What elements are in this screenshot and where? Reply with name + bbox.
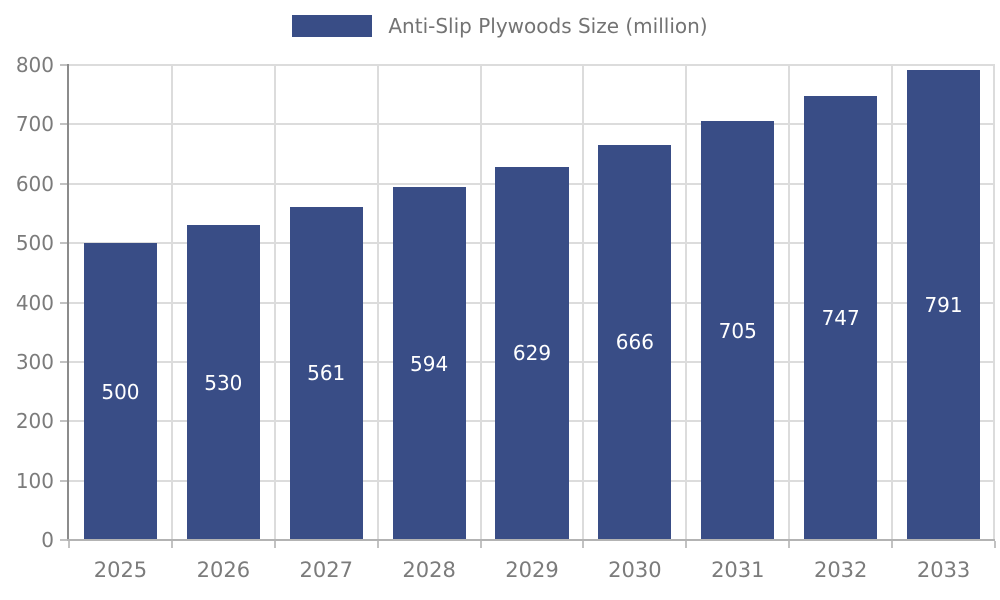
v-gridline [993, 65, 995, 540]
bar-column: 666 [583, 65, 686, 540]
bar: 629 [495, 166, 569, 540]
y-tick-label: 400 [15, 290, 54, 315]
bar-column: 791 [892, 65, 995, 540]
y-tick-label: 200 [15, 409, 54, 434]
bar-value-label: 747 [821, 306, 860, 331]
x-tick-label: 2026 [196, 558, 251, 582]
y-tick-label: 300 [15, 349, 54, 374]
x-tick-mark [685, 541, 688, 548]
x-tick-label: 2030 [608, 558, 662, 582]
bar-value-label: 594 [410, 351, 449, 376]
bar: 500 [83, 243, 157, 540]
x-tick-mark [788, 541, 791, 548]
y-axis-line [67, 64, 69, 541]
y-tick-mark [60, 479, 67, 482]
bar-column: 561 [275, 65, 378, 540]
h-gridline [69, 123, 995, 126]
x-tick-mark [376, 541, 379, 548]
x-tick-label: 2029 [505, 558, 559, 582]
x-tick-mark [891, 541, 894, 548]
x-tick-label: 2033 [916, 558, 971, 582]
bar-column: 629 [481, 65, 584, 540]
bar: 705 [701, 121, 775, 540]
y-tick-label: 600 [15, 171, 54, 196]
v-gridline [891, 65, 894, 540]
bar: 594 [392, 187, 466, 540]
y-tick-mark [60, 420, 67, 423]
y-tick-mark [60, 360, 67, 363]
bar-value-label: 791 [924, 293, 963, 318]
legend-swatch [292, 15, 373, 37]
v-gridline [788, 65, 791, 540]
x-tick-label: 2027 [299, 558, 353, 582]
y-tick-label: 500 [15, 231, 54, 256]
x-tick-label: 2031 [711, 558, 765, 582]
x-tick-mark [994, 541, 996, 548]
y-tick-mark [60, 301, 67, 304]
bar-column: 500 [69, 65, 172, 540]
x-axis-labels: 2025 2026 2027 2028 2029 2030 2031 2032 2033 [69, 557, 995, 583]
bar-value-label: 561 [307, 361, 346, 386]
v-gridline [582, 65, 585, 540]
y-tick-mark [60, 539, 67, 541]
v-gridline [376, 65, 379, 540]
x-tick-mark [582, 541, 585, 548]
v-gridline [685, 65, 688, 540]
bar-column: 705 [686, 65, 789, 540]
x-tick-mark [68, 541, 70, 548]
y-tick-mark [60, 123, 67, 126]
y-tick-label: 0 [41, 528, 54, 552]
x-tick-mark [170, 541, 173, 548]
bar: 666 [598, 144, 672, 540]
bar-column: 530 [172, 65, 275, 540]
bar: 561 [289, 206, 363, 540]
bar: 791 [907, 70, 981, 540]
y-tick-label: 800 [15, 53, 54, 77]
v-gridline [170, 65, 173, 540]
x-tick-label: 2032 [813, 558, 868, 582]
y-tick-label: 700 [15, 112, 54, 137]
bar-column: 747 [789, 65, 892, 540]
bar-column: 594 [378, 65, 481, 540]
chart-legend: Anti-Slip Plywoods Size (million) [0, 14, 1000, 38]
y-tick-mark [60, 64, 67, 66]
bar-value-label: 705 [718, 318, 757, 343]
v-gridline [479, 65, 482, 540]
bar-value-label: 530 [204, 370, 243, 395]
bar: 747 [804, 96, 878, 540]
x-tick-mark [273, 541, 276, 548]
x-tick-label: 2028 [402, 558, 456, 582]
x-tick-label: 2025 [93, 558, 148, 582]
y-tick-mark [60, 182, 67, 185]
bar-value-label: 500 [101, 379, 140, 404]
legend-label: Anti-Slip Plywoods Size (million) [388, 14, 708, 38]
bar-value-label: 629 [512, 341, 552, 366]
x-axis-line [67, 539, 995, 541]
h-gridline [69, 64, 995, 66]
x-tick-mark [479, 541, 482, 548]
y-tick-label: 100 [15, 468, 54, 493]
bar: 530 [186, 225, 260, 540]
bar-value-label: 666 [615, 330, 654, 355]
y-tick-mark [60, 242, 67, 245]
v-gridline [273, 65, 276, 540]
plot-area: 500 530 561 594 629 666 705 747 791 [69, 64, 995, 540]
